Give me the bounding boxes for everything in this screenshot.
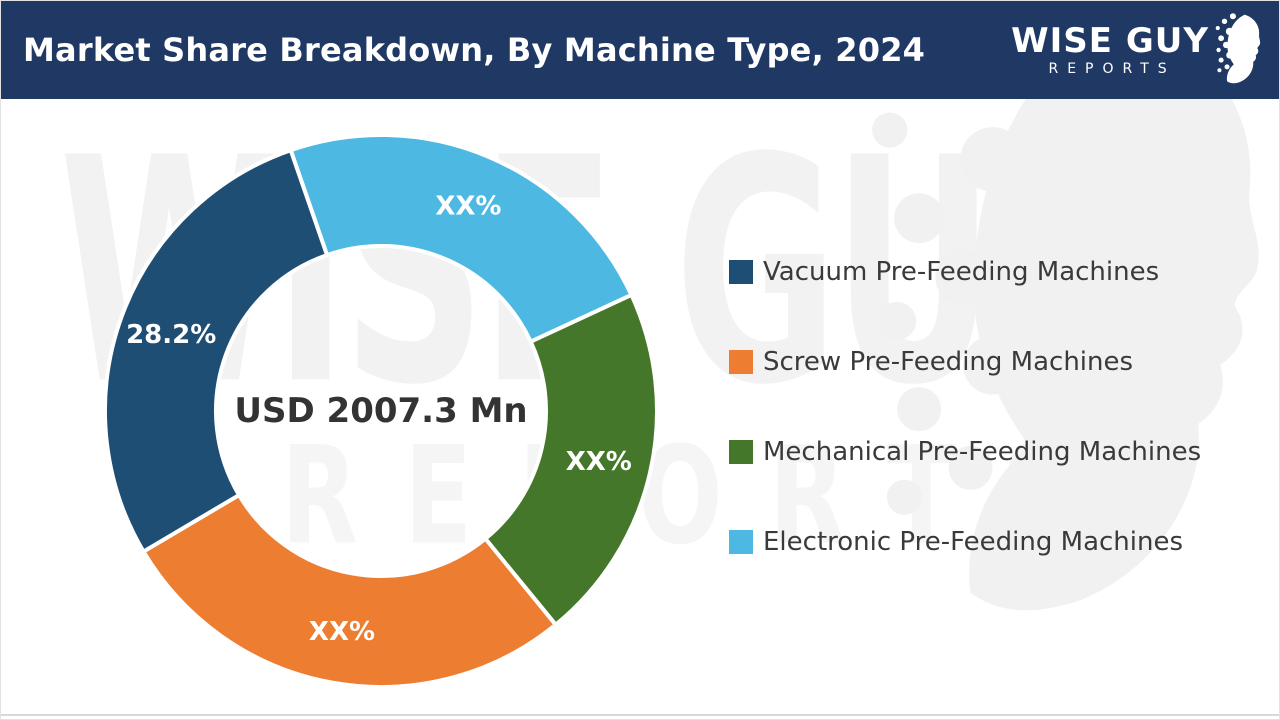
legend-swatch bbox=[729, 350, 753, 374]
chart-legend: Vacuum Pre-Feeding Machines Screw Pre-Fee… bbox=[729, 227, 1201, 587]
donut-segment-screw-pre-feeding-machines[interactable] bbox=[141, 493, 558, 689]
legend-swatch bbox=[729, 530, 753, 554]
legend-item-electronic-pre-feeding-machines[interactable]: Electronic Pre-Feeding Machines bbox=[729, 497, 1201, 587]
segment-label-screw-pre-feeding-machines: XX% bbox=[309, 617, 375, 647]
header-bar: Market Share Breakdown, By Machine Type,… bbox=[1, 1, 1279, 99]
segment-label-vacuum-pre-feeding-machines: 28.2% bbox=[126, 320, 216, 350]
page-title: Market Share Breakdown, By Machine Type,… bbox=[23, 31, 926, 69]
legend-label: Vacuum Pre-Feeding Machines bbox=[763, 257, 1160, 287]
segment-label-electronic-pre-feeding-machines: XX% bbox=[435, 191, 501, 221]
legend-label: Screw Pre-Feeding Machines bbox=[763, 347, 1134, 377]
watermark-subtitle: REPORTS bbox=[281, 416, 1120, 575]
legend-item-vacuum-pre-feeding-machines[interactable]: Vacuum Pre-Feeding Machines bbox=[729, 227, 1201, 317]
legend-item-mechanical-pre-feeding-machines[interactable]: Mechanical Pre-Feeding Machines bbox=[729, 407, 1201, 497]
legend-label: Mechanical Pre-Feeding Machines bbox=[763, 437, 1202, 467]
donut-segment-vacuum-pre-feeding-machines[interactable] bbox=[103, 148, 330, 554]
logo-wordmark: WISE GUY bbox=[1011, 20, 1209, 61]
bottom-divider bbox=[1, 714, 1279, 716]
donut-chart: XX% XX% XX% 28.2% bbox=[103, 133, 659, 689]
wiseguy-logo: WISE GUY REPORTS bbox=[1011, 8, 1265, 92]
legend-item-screw-pre-feeding-machines[interactable]: Screw Pre-Feeding Machines bbox=[729, 317, 1201, 407]
legend-swatch bbox=[729, 440, 753, 464]
logo-face-icon bbox=[1215, 13, 1261, 84]
segment-label-mechanical-pre-feeding-machines: XX% bbox=[566, 447, 632, 477]
chart-center-value: USD 2007.3 Mn bbox=[234, 391, 528, 431]
legend-label: Electronic Pre-Feeding Machines bbox=[763, 527, 1184, 557]
legend-swatch bbox=[729, 260, 753, 284]
logo-subtitle: REPORTS bbox=[1048, 60, 1176, 77]
donut-segment-electronic-pre-feeding-machines[interactable] bbox=[288, 133, 634, 344]
donut-segment-mechanical-pre-feeding-machines[interactable] bbox=[483, 292, 659, 627]
logo-text: WISE GUY REPORTS bbox=[1011, 24, 1209, 77]
